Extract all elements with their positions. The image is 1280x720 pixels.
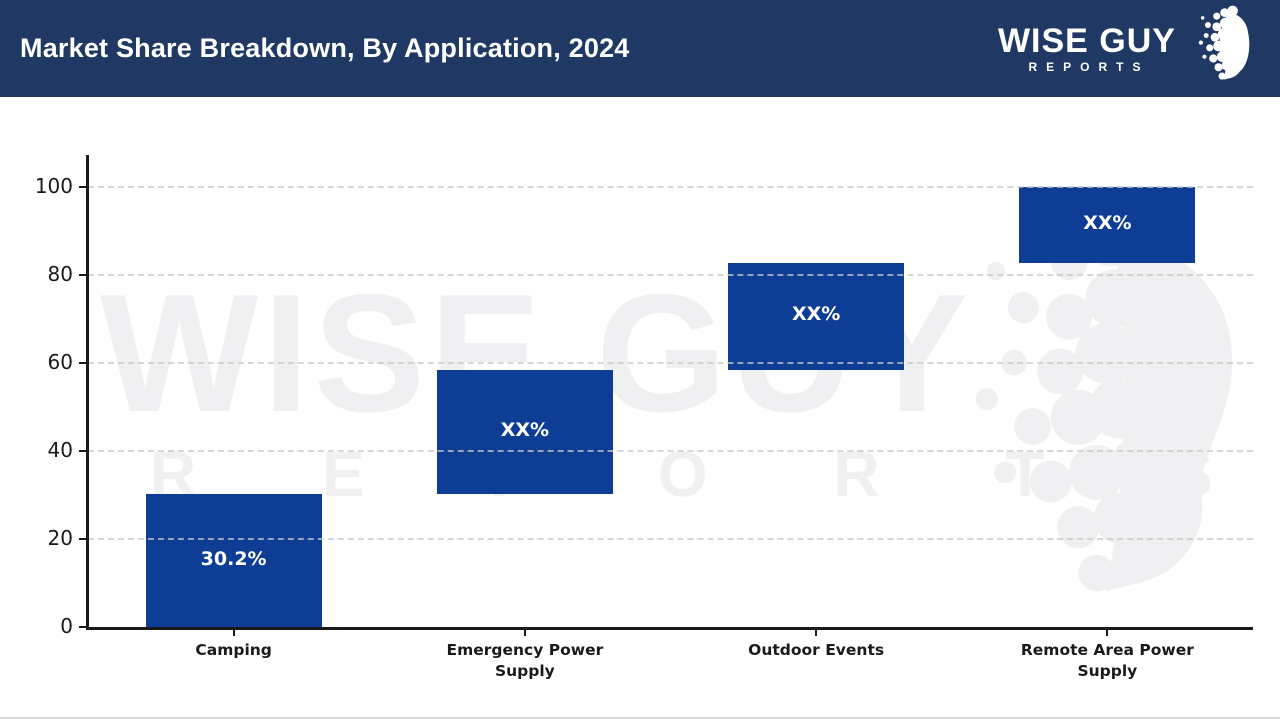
x-tick-camping [232,627,235,636]
y-tick-label-40: 40 [47,438,73,462]
bar-value-label-emergency-power-supply: XX% [500,419,550,442]
y-tick-100 [79,186,88,188]
y-tick-80 [79,274,88,276]
x-tick-emergency-power-supply [523,627,526,636]
gridline-60 [88,362,1253,364]
logo-text: WISE GUY REPORTS [998,24,1176,74]
logo-wordmark: WISE GUY [997,21,1176,60]
y-axis-line [86,155,89,629]
gridline-20 [88,538,1253,540]
y-tick-0 [79,626,88,628]
x-axis-label-emergency-power-supply: Emergency Power Supply [405,640,645,682]
header-bar: Market Share Breakdown, By Application, … [0,0,1280,97]
x-axis-label-camping: Camping [114,640,354,661]
x-tick-outdoor-events [815,627,818,636]
x-axis-label-line: Emergency Power [446,641,604,659]
logo-subtitle: REPORTS [1028,59,1150,74]
bar-emergency-power-supply [436,370,613,495]
watermark-dotted-head-icon [860,207,1260,641]
y-tick-label-100: 100 [34,174,73,198]
bar-value-label-remote-area-power-supply: XX% [1083,211,1132,234]
gridline-40 [88,450,1253,452]
gridline-80 [88,274,1253,276]
bar-remote-area-power-supply [1019,187,1196,263]
plot-area: WISE GUY R E P O R T S 0 20 40 60 80 100 30.2%… [0,97,1280,720]
y-tick-label-60: 60 [47,350,73,374]
page-title: Market Share Breakdown, By Application, … [20,33,630,63]
dotted-head-icon [1178,5,1252,93]
y-tick-60 [79,362,88,364]
bar-outdoor-events [728,262,905,371]
bar-camping [145,494,322,627]
x-axis-label-line: Supply [1077,662,1138,680]
x-axis-label-outdoor-events: Outdoor Events [696,640,936,661]
x-axis-label-line: Remote Area Power [1020,641,1194,659]
x-axis-label-line: Camping [195,641,272,659]
y-tick-label-20: 20 [47,526,73,550]
bottom-divider [0,717,1280,719]
y-tick-40 [79,450,88,452]
x-axis-label-remote-area-power-supply: Remote Area Power Supply [987,640,1227,682]
y-tick-20 [79,538,88,540]
x-axis-line [86,627,1253,630]
gridline-100 [88,186,1253,188]
x-tick-remote-area-power-supply [1106,627,1109,636]
y-tick-label-0: 0 [60,614,73,638]
bar-value-label-camping: 30.2% [200,547,267,570]
bar-value-label-outdoor-events: XX% [791,303,841,326]
y-tick-label-80: 80 [47,262,73,286]
x-axis-label-line: Supply [494,662,555,680]
x-axis-label-line: Outdoor Events [748,641,885,659]
wise-guy-reports-logo: WISE GUY REPORTS [998,5,1252,93]
